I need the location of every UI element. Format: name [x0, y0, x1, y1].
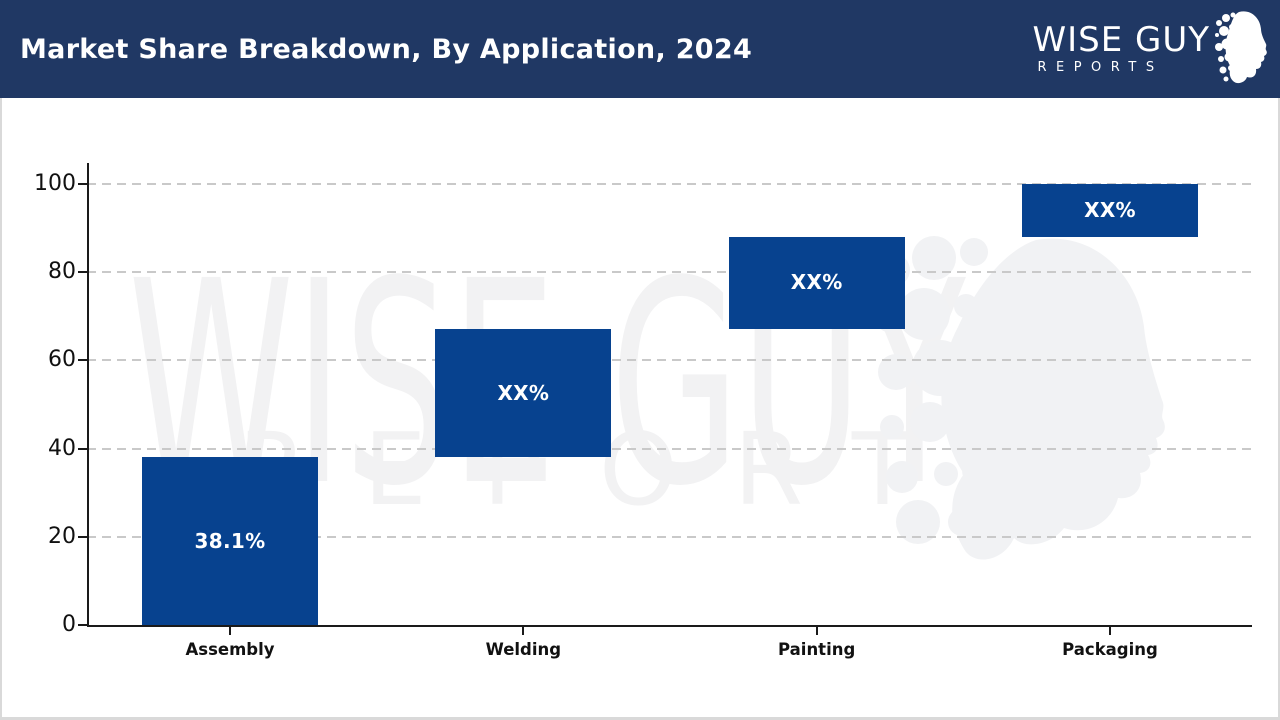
y-axis-line [87, 163, 89, 627]
y-tick-label-20: 20 [48, 523, 76, 549]
bar-packaging [1021, 184, 1198, 238]
category-label-assembly: Assembly [185, 640, 275, 659]
bar-painting [728, 237, 905, 329]
bar-assembly [142, 456, 318, 625]
y-tick-0 [78, 624, 87, 626]
logo-head-icon [1215, 11, 1267, 84]
wise-guy-reports-logo: WISE GUY REPORTS [1032, 5, 1270, 93]
y-tick-20 [78, 535, 87, 538]
page-border-bottom [0, 717, 1280, 720]
gridline-20 [87, 535, 1252, 538]
gridline-80 [87, 271, 1252, 274]
logo-brand-name: WISE GUY [1032, 19, 1210, 60]
y-tick-100 [78, 183, 87, 185]
y-tick-40 [78, 447, 87, 450]
category-label-welding: Welding [485, 640, 562, 659]
x-axis-line [87, 625, 1252, 627]
x-tick-assembly [229, 627, 231, 635]
bar-label-packaging: XX% [1084, 198, 1136, 222]
y-tick-label-0: 0 [62, 612, 76, 637]
page-border-right [1278, 98, 1280, 720]
bar-welding [435, 328, 612, 457]
y-tick-label-60: 60 [48, 347, 76, 373]
category-label-painting: Painting [778, 640, 856, 659]
y-tick-60 [78, 359, 87, 362]
header-bar: Market Share Breakdown, By Application, … [0, 0, 1280, 98]
gridline-40 [87, 447, 1252, 450]
x-tick-welding [522, 627, 525, 635]
y-tick-80 [78, 271, 87, 274]
page-border-left [0, 98, 2, 720]
y-tick-label-40: 40 [48, 435, 76, 461]
page-title: Market Share Breakdown, By Application, … [20, 33, 753, 65]
x-tick-painting [815, 627, 818, 635]
bar-label-assembly: 38.1% [194, 528, 266, 553]
gridline-100 [87, 183, 1252, 185]
y-tick-label-80: 80 [48, 259, 76, 285]
gridline-60 [87, 359, 1252, 362]
logo-brand-sub: REPORTS [1037, 60, 1164, 76]
watermark-head-icon [878, 236, 1165, 560]
y-tick-label-100: 100 [34, 171, 76, 196]
x-tick-packaging [1108, 627, 1111, 635]
logo-text: WISE GUY REPORTS [1032, 19, 1210, 76]
bar-label-welding: XX% [497, 380, 550, 405]
category-label-packaging: Packaging [1062, 640, 1158, 659]
bar-label-painting: XX% [790, 270, 843, 295]
